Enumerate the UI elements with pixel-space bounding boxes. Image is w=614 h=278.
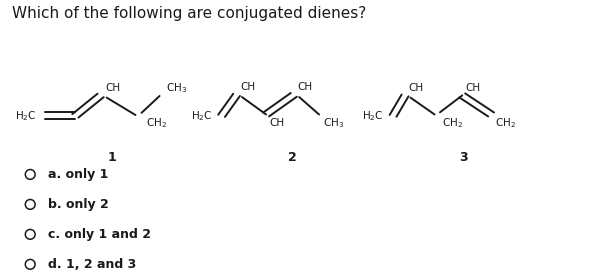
Text: CH: CH <box>240 82 255 92</box>
Text: CH$_3$: CH$_3$ <box>166 81 187 95</box>
Text: d. 1, 2 and 3: d. 1, 2 and 3 <box>49 258 136 271</box>
Text: CH: CH <box>270 118 285 128</box>
Text: CH$_2$: CH$_2$ <box>442 116 463 130</box>
Text: c. only 1 and 2: c. only 1 and 2 <box>49 228 151 241</box>
Text: 1: 1 <box>107 151 116 164</box>
Text: 2: 2 <box>287 151 297 164</box>
Text: CH: CH <box>106 83 120 93</box>
Text: CH$_3$: CH$_3$ <box>322 116 344 130</box>
Text: H$_2$C: H$_2$C <box>191 109 212 123</box>
Text: 3: 3 <box>459 151 468 164</box>
Text: H$_2$C: H$_2$C <box>362 109 384 123</box>
Text: CH: CH <box>297 82 313 92</box>
Text: Which of the following are conjugated dienes?: Which of the following are conjugated di… <box>12 6 367 21</box>
Text: CH$_2$: CH$_2$ <box>495 116 516 130</box>
Text: b. only 2: b. only 2 <box>49 198 109 211</box>
Text: CH: CH <box>409 83 424 93</box>
Text: H$_2$C: H$_2$C <box>15 109 36 123</box>
Text: CH: CH <box>466 83 481 93</box>
Text: CH$_2$: CH$_2$ <box>146 116 168 130</box>
Text: a. only 1: a. only 1 <box>49 168 109 181</box>
